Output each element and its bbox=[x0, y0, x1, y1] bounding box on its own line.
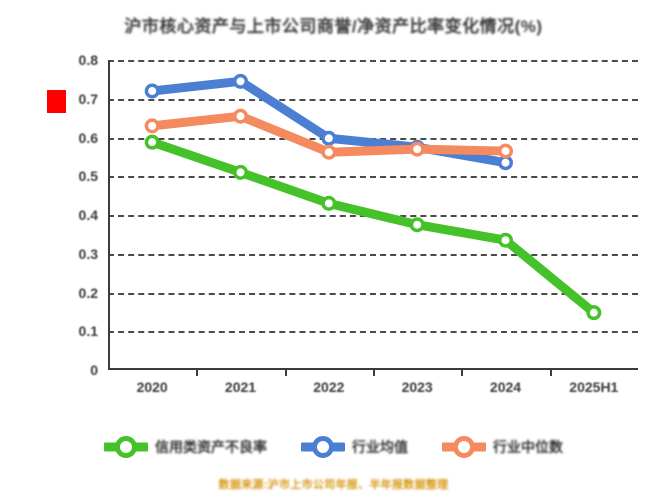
x-axis-line bbox=[108, 368, 638, 370]
legend-dot-swatch bbox=[453, 436, 475, 458]
y-axis-line bbox=[108, 60, 110, 370]
plot-area: 0 0.1 0.2 0.3 0.4 0.5 0.6 0.7 0.8 2020 2021 2022 20… bbox=[79, 52, 638, 395]
data-point-center bbox=[501, 236, 510, 245]
y-axis-tick-label: 0.2 bbox=[78, 284, 98, 301]
x-axis-tick-label: 2024 bbox=[489, 379, 522, 395]
x-axis-tick-mark bbox=[373, 370, 375, 376]
gridline bbox=[108, 253, 638, 256]
data-point-center bbox=[324, 199, 333, 208]
y-axis-tick-label: 0.4 bbox=[78, 207, 98, 223]
legend-item[interactable]: 行业均值 bbox=[301, 434, 408, 460]
data-point-center bbox=[324, 148, 333, 157]
data-point-center bbox=[236, 77, 245, 86]
data-point-center bbox=[236, 112, 245, 121]
legend: 信用类资产不良率 行业均值 行业中位数 bbox=[0, 434, 667, 460]
data-point-center bbox=[589, 308, 598, 317]
y-axis-tick-label: 0.5 bbox=[78, 168, 98, 185]
y-axis-tick-label: 0.8 bbox=[78, 52, 98, 68]
x-axis-tick-mark bbox=[461, 370, 464, 376]
y-axis-tick-label: 0.1 bbox=[78, 323, 98, 340]
y-axis-tick-label: 0.3 bbox=[78, 245, 98, 262]
y-axis-tick-label: 0.6 bbox=[78, 129, 98, 146]
gridline bbox=[108, 98, 638, 101]
series-line bbox=[147, 137, 599, 318]
data-point-center bbox=[413, 220, 422, 229]
series-信用类资产不良率 bbox=[144, 134, 602, 321]
data-point-center bbox=[324, 134, 333, 143]
series-行业中位数 bbox=[144, 108, 513, 160]
data-point-center bbox=[148, 87, 157, 95]
circle-marker bbox=[442, 434, 486, 460]
circle-marker bbox=[301, 434, 345, 460]
x-axis-tick-mark bbox=[284, 370, 287, 376]
legend-item-label: 信用类资产不良率 bbox=[155, 439, 267, 455]
data-point-center bbox=[236, 168, 245, 177]
x-axis-tick-label: 2025H1 bbox=[569, 379, 619, 395]
circle-marker bbox=[104, 434, 148, 460]
data-point-center bbox=[501, 158, 510, 167]
legend-item-label: 行业中位数 bbox=[493, 439, 563, 455]
gridline bbox=[108, 292, 638, 295]
x-axis-tick-label: 2022 bbox=[313, 379, 345, 395]
x-axis-tick-mark bbox=[196, 370, 199, 376]
data-point-center bbox=[501, 147, 510, 156]
y-axis-tick-label: 0.7 bbox=[78, 90, 98, 107]
data-point-center bbox=[413, 145, 422, 154]
gridline bbox=[108, 60, 638, 62]
source-note: 数据来源:沪市上市公司年报、半年报数据整理 bbox=[218, 479, 449, 491]
y-axis-tick-label: 0 bbox=[90, 362, 98, 378]
red-highlight-marker bbox=[47, 90, 66, 113]
x-axis-tick-label: 2021 bbox=[224, 379, 257, 395]
legend-dot-swatch bbox=[312, 436, 334, 458]
x-axis-tick-mark bbox=[549, 370, 552, 376]
x-axis-tick-label: 2023 bbox=[401, 379, 433, 395]
legend-item-label: 行业均值 bbox=[352, 439, 408, 455]
gridline bbox=[108, 331, 638, 334]
data-point-center bbox=[148, 121, 157, 130]
data-point-center bbox=[148, 138, 157, 147]
page-title: 沪市核心资产与上市公司商誉/净资产比率变化情况(%) bbox=[124, 17, 543, 36]
legend-dot-swatch bbox=[115, 436, 137, 458]
gridline bbox=[108, 176, 638, 179]
legend-item[interactable]: 信用类资产不良率 bbox=[104, 434, 267, 460]
series-layer bbox=[144, 73, 602, 321]
legend-item[interactable]: 行业中位数 bbox=[442, 434, 563, 460]
x-axis-tick-label: 2020 bbox=[136, 379, 168, 395]
